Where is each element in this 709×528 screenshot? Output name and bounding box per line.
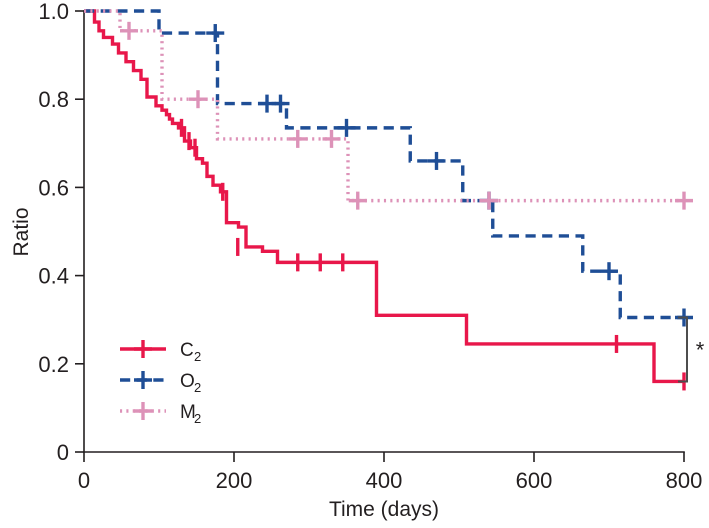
censor-mark-O2-6 [600,262,618,281]
axes-group: 0 0.2 0.4 0.6 0.8 1.0 0 200 400 600 800 [38,0,702,493]
censor-mark-M2-2 [288,129,307,148]
censor-mark-M2-3 [322,129,341,148]
censor-mark-O2-4 [427,151,446,170]
significance-bracket [678,316,688,383]
y-tick-label-1: 0.2 [38,352,69,377]
x-axis-ticks: 0 200 400 600 800 [78,452,702,493]
x-tick-label-1: 200 [216,468,253,493]
y-tick-label-2: 0.4 [38,264,69,289]
curve-O2 [84,9,684,320]
series-C2 [84,9,686,391]
y-axis-ticks: 0 0.2 0.4 0.6 0.8 1.0 [38,0,84,465]
y-tick-label-3: 0.6 [38,175,69,200]
censor-mark-O2-2 [271,94,290,113]
significance-annotation: * [678,316,705,383]
x-tick-label-3: 600 [516,468,553,493]
curve-M2 [84,9,684,203]
censor-mark-M2-5 [480,191,498,210]
y-tick-label-5: 1.0 [38,0,69,24]
chart-legend: C 2O 2M2 [120,340,201,426]
legend-label-m: M [180,402,196,423]
y-tick-label-0: 0 [57,440,69,465]
curve-C2 [84,9,684,384]
series-layer [84,9,693,391]
legend-label-o: O [180,371,195,392]
legend-subscript-m: 2 [194,411,201,426]
legend-item-m2[interactable]: M2 [120,402,201,426]
series-M2 [84,9,693,210]
significance-asterisk: * [696,337,705,362]
legend-subscript-c: 2 [194,349,201,364]
censor-mark-M2-6 [675,191,693,210]
y-axis-title: Ratio [10,207,33,256]
censor-mark-M2-0 [120,21,138,40]
legend-label-c: C [180,340,194,361]
x-tick-label-2: 400 [366,468,403,493]
legend-subscript-o: 2 [194,380,201,395]
x-axis-title: Time (days) [329,498,439,521]
censor-mark-M2-4 [348,191,367,210]
x-tick-label-0: 0 [78,468,90,493]
censor-mark-O2-0 [206,24,225,43]
series-O2 [84,9,693,327]
censor-mark-O2-3 [337,118,356,137]
censor-mark-M2-1 [189,90,207,109]
y-tick-label-4: 0.8 [38,87,69,112]
x-tick-label-4: 800 [666,468,703,493]
